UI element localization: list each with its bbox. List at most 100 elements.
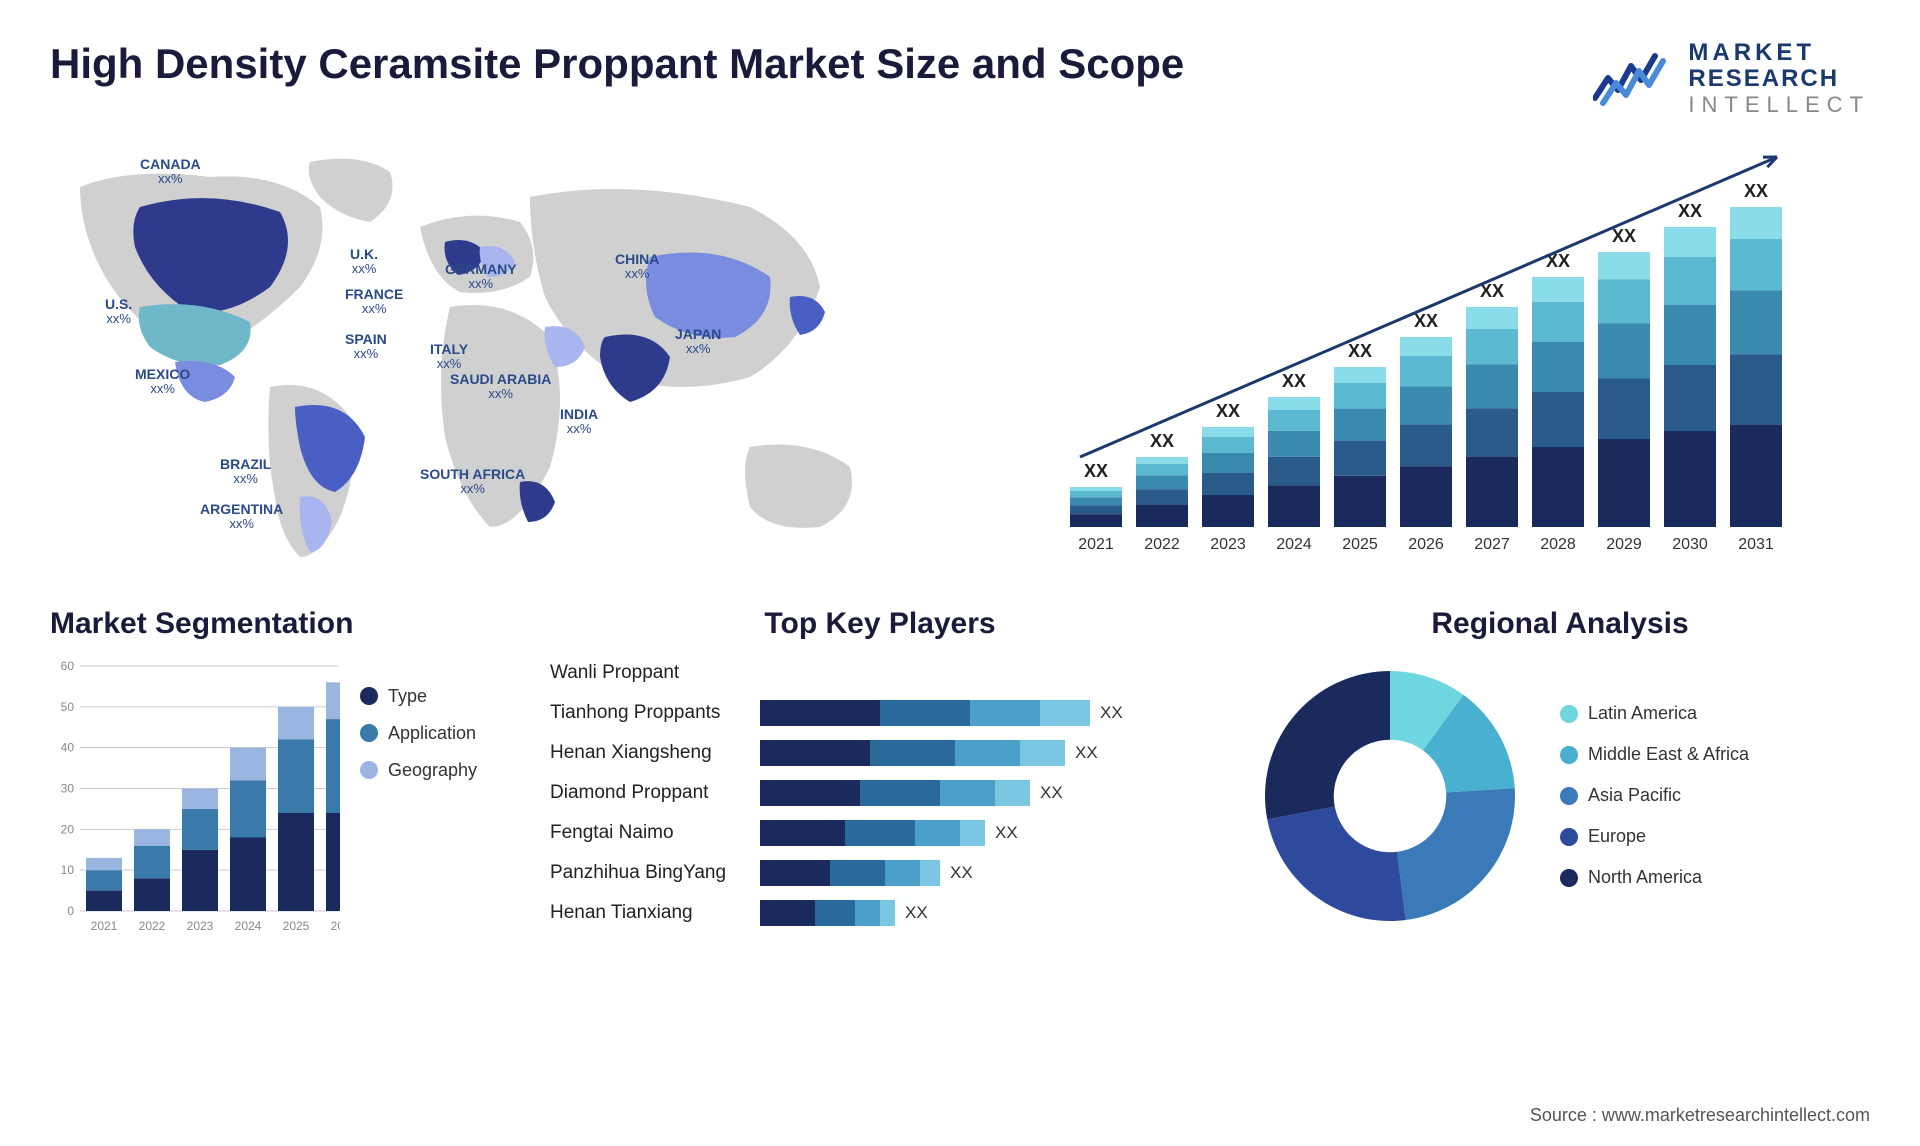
players-chart: Wanli ProppantTianhong ProppantsXXHenan … xyxy=(550,656,1210,930)
player-row: Henan Xiangsheng XX xyxy=(550,736,1210,770)
svg-text:XX: XX xyxy=(1744,181,1768,201)
svg-text:20: 20 xyxy=(61,822,75,836)
regional-legend: Latin America Middle East & Africa Asia Pa… xyxy=(1560,703,1749,888)
svg-text:XX: XX xyxy=(1150,431,1174,451)
players-panel: Top Key Players Wanli Proppant Tianhong P… xyxy=(550,607,1210,936)
svg-text:30: 30 xyxy=(61,781,75,795)
region-legend-item: Europe xyxy=(1560,826,1749,847)
map-label-saudi-arabia: SAUDI ARABIAxx% xyxy=(450,372,551,402)
seg-legend-geography: Geography xyxy=(360,760,477,781)
svg-text:XX: XX xyxy=(1282,371,1306,391)
logo-line3: INTELLECT xyxy=(1688,93,1870,117)
segmentation-title: Market Segmentation xyxy=(50,607,510,641)
svg-text:XX: XX xyxy=(1612,226,1636,246)
svg-text:0: 0 xyxy=(67,904,74,918)
player-row: Henan Tianxiang XX xyxy=(550,896,1210,930)
player-value: XX xyxy=(905,903,928,923)
player-name: Henan Tianxiang xyxy=(550,902,750,924)
growth-chart: XX 2021 XX 2022 XX 2023 XX 2024 XX 2025 XX 2026 XX 20… xyxy=(990,147,1870,567)
svg-text:XX: XX xyxy=(1348,341,1372,361)
world-map: CANADAxx% U.S.xx% MEXICOxx% BRAZILxx% ARGENT… xyxy=(50,147,930,567)
player-row: Wanli Proppant xyxy=(550,656,1210,690)
map-label-brazil: BRAZILxx% xyxy=(220,457,271,487)
segmentation-legend: Type Application Geography xyxy=(360,656,477,936)
svg-text:2027: 2027 xyxy=(1474,536,1510,553)
region-legend-item: North America xyxy=(1560,867,1749,888)
player-value: XX xyxy=(950,863,973,883)
svg-text:2025: 2025 xyxy=(283,919,310,933)
svg-text:2031: 2031 xyxy=(1738,536,1774,553)
player-name: Fengtai Naimo xyxy=(550,822,750,844)
map-label-india: INDIAxx% xyxy=(560,407,598,437)
source-text: Source : www.marketresearchintellect.com xyxy=(1530,1105,1870,1126)
svg-text:40: 40 xyxy=(61,741,75,755)
map-label-mexico: MEXICOxx% xyxy=(135,367,190,397)
svg-text:2030: 2030 xyxy=(1672,536,1708,553)
player-name: Wanli Proppant xyxy=(550,662,750,684)
player-row: Diamond Proppant XX xyxy=(550,776,1210,810)
player-value: XX xyxy=(995,823,1018,843)
svg-text:XX: XX xyxy=(1084,461,1108,481)
map-label-china: CHINAxx% xyxy=(615,252,659,282)
player-bar: XX xyxy=(760,820,1210,846)
seg-legend-application: Application xyxy=(360,723,477,744)
player-name: Tianhong Proppants xyxy=(550,702,750,724)
player-bar: XX xyxy=(760,860,1210,886)
logo: MARKET RESEARCH INTELLECT xyxy=(1593,40,1870,117)
svg-text:XX: XX xyxy=(1216,401,1240,421)
svg-text:2023: 2023 xyxy=(1210,536,1246,553)
svg-text:2023: 2023 xyxy=(187,919,214,933)
map-label-argentina: ARGENTINAxx% xyxy=(200,502,283,532)
player-bar: XX xyxy=(760,700,1210,726)
svg-text:2028: 2028 xyxy=(1540,536,1576,553)
regional-donut xyxy=(1250,656,1530,936)
svg-text:2026: 2026 xyxy=(1408,536,1444,553)
map-label-canada: CANADAxx% xyxy=(140,157,201,187)
region-legend-item: Asia Pacific xyxy=(1560,785,1749,806)
map-label-south-africa: SOUTH AFRICAxx% xyxy=(420,467,525,497)
player-bar: XX xyxy=(760,780,1210,806)
svg-text:2024: 2024 xyxy=(235,919,262,933)
segmentation-chart: 0102030405060202120222023202420252026 xyxy=(50,656,340,936)
logo-line2: RESEARCH xyxy=(1688,66,1870,92)
regional-panel: Regional Analysis Latin America Middle Ea… xyxy=(1250,607,1870,936)
svg-text:XX: XX xyxy=(1414,311,1438,331)
player-bar: XX xyxy=(760,900,1210,926)
segmentation-panel: Market Segmentation 01020304050602021202… xyxy=(50,607,510,936)
player-row: Panzhihua BingYang XX xyxy=(550,856,1210,890)
svg-text:XX: XX xyxy=(1678,201,1702,221)
region-legend-item: Middle East & Africa xyxy=(1560,744,1749,765)
svg-text:2026: 2026 xyxy=(331,919,340,933)
svg-text:2022: 2022 xyxy=(139,919,166,933)
map-label-france: FRANCExx% xyxy=(345,287,403,317)
seg-legend-type: Type xyxy=(360,686,477,707)
svg-text:2021: 2021 xyxy=(1078,536,1114,553)
svg-text:2025: 2025 xyxy=(1342,536,1378,553)
map-label-germany: GERMANYxx% xyxy=(445,262,517,292)
region-legend-item: Latin America xyxy=(1560,703,1749,724)
player-name: Panzhihua BingYang xyxy=(550,862,750,884)
player-value: XX xyxy=(1100,703,1123,723)
player-bar xyxy=(760,660,1210,686)
map-svg xyxy=(50,147,930,567)
player-name: Diamond Proppant xyxy=(550,782,750,804)
player-name: Henan Xiangsheng xyxy=(550,742,750,764)
map-label-italy: ITALYxx% xyxy=(430,342,468,372)
svg-text:10: 10 xyxy=(61,863,75,877)
logo-text: MARKET RESEARCH INTELLECT xyxy=(1688,40,1870,117)
svg-text:2022: 2022 xyxy=(1144,536,1180,553)
regional-title: Regional Analysis xyxy=(1250,607,1870,641)
player-row: Tianhong Proppants XX xyxy=(550,696,1210,730)
svg-text:2029: 2029 xyxy=(1606,536,1642,553)
logo-icon xyxy=(1593,48,1673,108)
player-value: XX xyxy=(1075,743,1098,763)
player-bar: XX xyxy=(760,740,1210,766)
svg-text:2024: 2024 xyxy=(1276,536,1312,553)
map-label-u-s-: U.S.xx% xyxy=(105,297,132,327)
map-label-u-k-: U.K.xx% xyxy=(350,247,378,277)
player-value: XX xyxy=(1040,783,1063,803)
logo-line1: MARKET xyxy=(1688,40,1870,66)
svg-text:60: 60 xyxy=(61,659,75,673)
players-title: Top Key Players xyxy=(550,607,1210,641)
svg-text:2021: 2021 xyxy=(91,919,118,933)
